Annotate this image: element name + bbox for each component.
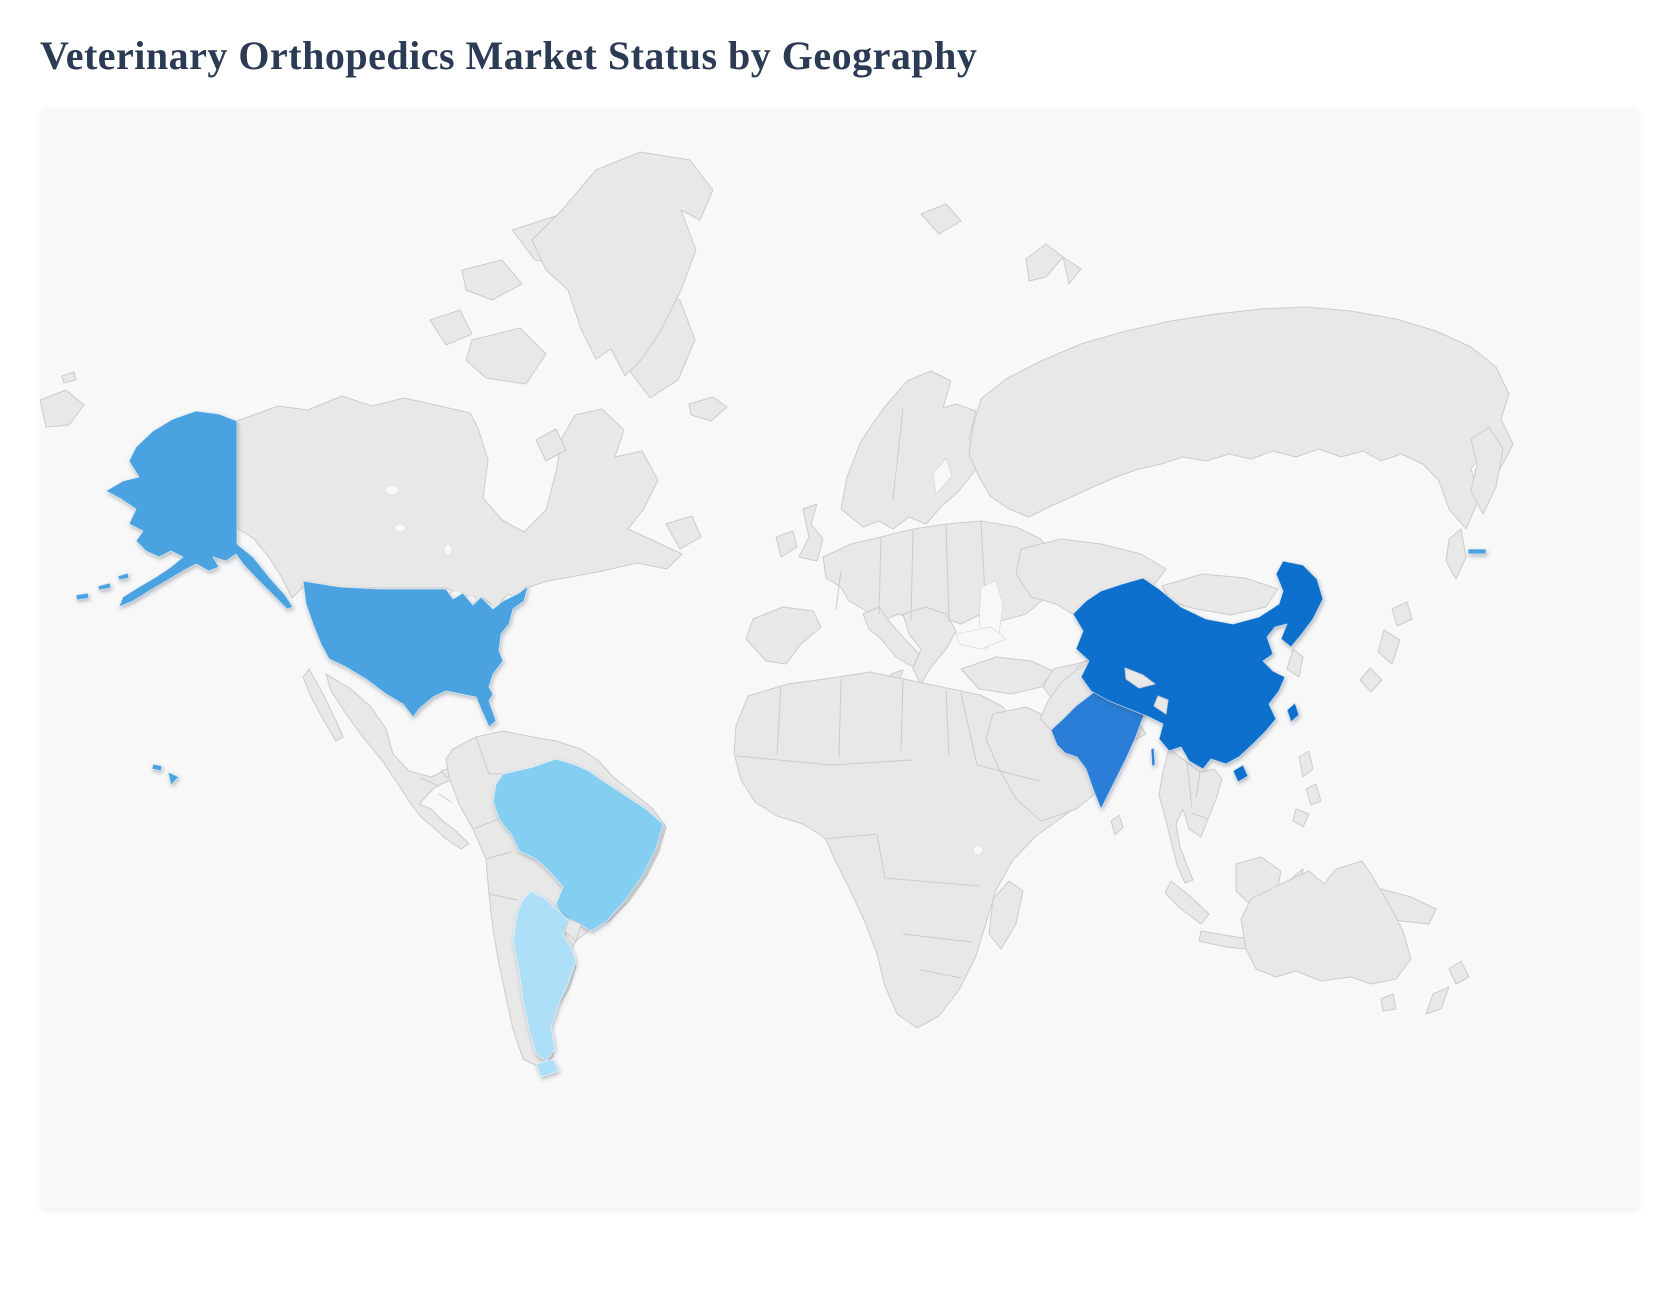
border-lines-americas: [420, 736, 518, 901]
landmass-nz-south: [1425, 986, 1450, 1015]
highlighted-countries: [75, 410, 1487, 1078]
landmass-mexico-central-america: [325, 673, 470, 850]
usa-alaska[interactable]: [105, 410, 294, 610]
landmass-philippines-3: [1292, 808, 1310, 828]
landmass-nz-north: [1448, 960, 1470, 985]
geo-chart-container: [40, 108, 1640, 1208]
landmass-canada: [236, 395, 683, 609]
landmass-chukotka-wrap: [40, 389, 85, 428]
landmass-novaya-zemlya-2: [1062, 256, 1082, 285]
landmass-indochina: [1158, 748, 1223, 884]
landmass-kamchatka: [1470, 426, 1504, 515]
landmass-sakhalin: [1445, 528, 1467, 580]
argentina-tierra-del-fuego[interactable]: [535, 1058, 560, 1078]
usa-aleutian-islands[interactable]: [75, 548, 1487, 601]
landmass-bangladesh: [1153, 695, 1169, 715]
usa-lower-48[interactable]: [302, 580, 529, 728]
lake-great-slave: [393, 523, 407, 533]
brazil-shape[interactable]: [492, 758, 664, 932]
landmass-iceland: [688, 396, 728, 422]
landmass-philippines-2: [1305, 783, 1322, 806]
world-map[interactable]: [40, 108, 1640, 1208]
landmass-japan-honshu: [1377, 629, 1401, 665]
lakes: [384, 457, 1007, 856]
landmass-sumatra: [1164, 880, 1210, 925]
landmass-sri-lanka: [1110, 814, 1124, 836]
landmass-wrangel: [61, 371, 77, 384]
landmass-turkey: [960, 656, 1054, 695]
landmass-australia: [1240, 860, 1412, 985]
landmass-scandinavia: [840, 370, 982, 530]
lake-victoria: [972, 844, 984, 856]
usa-hawaii[interactable]: [151, 763, 180, 786]
landmass-mongolia: [1161, 573, 1279, 616]
landmass-svalbard: [920, 203, 962, 235]
country-brazil[interactable]: [492, 758, 664, 932]
india-andaman-islands[interactable]: [1150, 747, 1156, 767]
overlay-gray-countries: [564, 667, 1169, 942]
landmass-korea: [1286, 648, 1304, 678]
china-hainan[interactable]: [1232, 764, 1249, 783]
border-lines-africa: [736, 678, 1040, 979]
landmass-banks: [429, 309, 473, 346]
china-shape[interactable]: [1072, 560, 1324, 770]
landmass-great-britain: [798, 503, 824, 562]
landmass-nepal: [1124, 667, 1156, 689]
page-title: Veterinary Orthopedics Market Status by …: [40, 33, 978, 78]
landmass-iberia: [745, 606, 822, 665]
landmass-japan-kyushu: [1359, 667, 1383, 693]
landmass-ireland: [775, 530, 798, 558]
landmass-southampton: [535, 428, 567, 462]
lake-winnipeg: [443, 543, 453, 557]
landmass-balkans: [902, 606, 957, 685]
landmass-uruguay: [564, 918, 582, 942]
china-taiwan[interactable]: [1286, 702, 1300, 723]
landmass-philippines-1: [1298, 750, 1314, 778]
landmass-newfoundland: [665, 515, 702, 550]
landmass-devon: [461, 259, 523, 301]
country-argentina[interactable]: [512, 890, 577, 1078]
lake-great-bear: [384, 484, 400, 496]
country-united-states[interactable]: [75, 410, 1487, 786]
landmass-victoria-island: [465, 327, 547, 385]
landmass-russia: [968, 306, 1514, 530]
black-sea: [955, 626, 1007, 650]
country-china[interactable]: [1072, 560, 1324, 783]
landmass-baja: [302, 668, 344, 742]
baltic-sea: [932, 457, 953, 495]
landmass-madagascar: [988, 880, 1024, 950]
landmass-japan-hokkaido: [1391, 601, 1413, 627]
landmass-greenland: [531, 151, 714, 377]
border-lines-europe: [835, 408, 987, 622]
landmass-tasmania: [1380, 993, 1397, 1012]
landmass-novaya-zemlya: [1025, 243, 1064, 282]
